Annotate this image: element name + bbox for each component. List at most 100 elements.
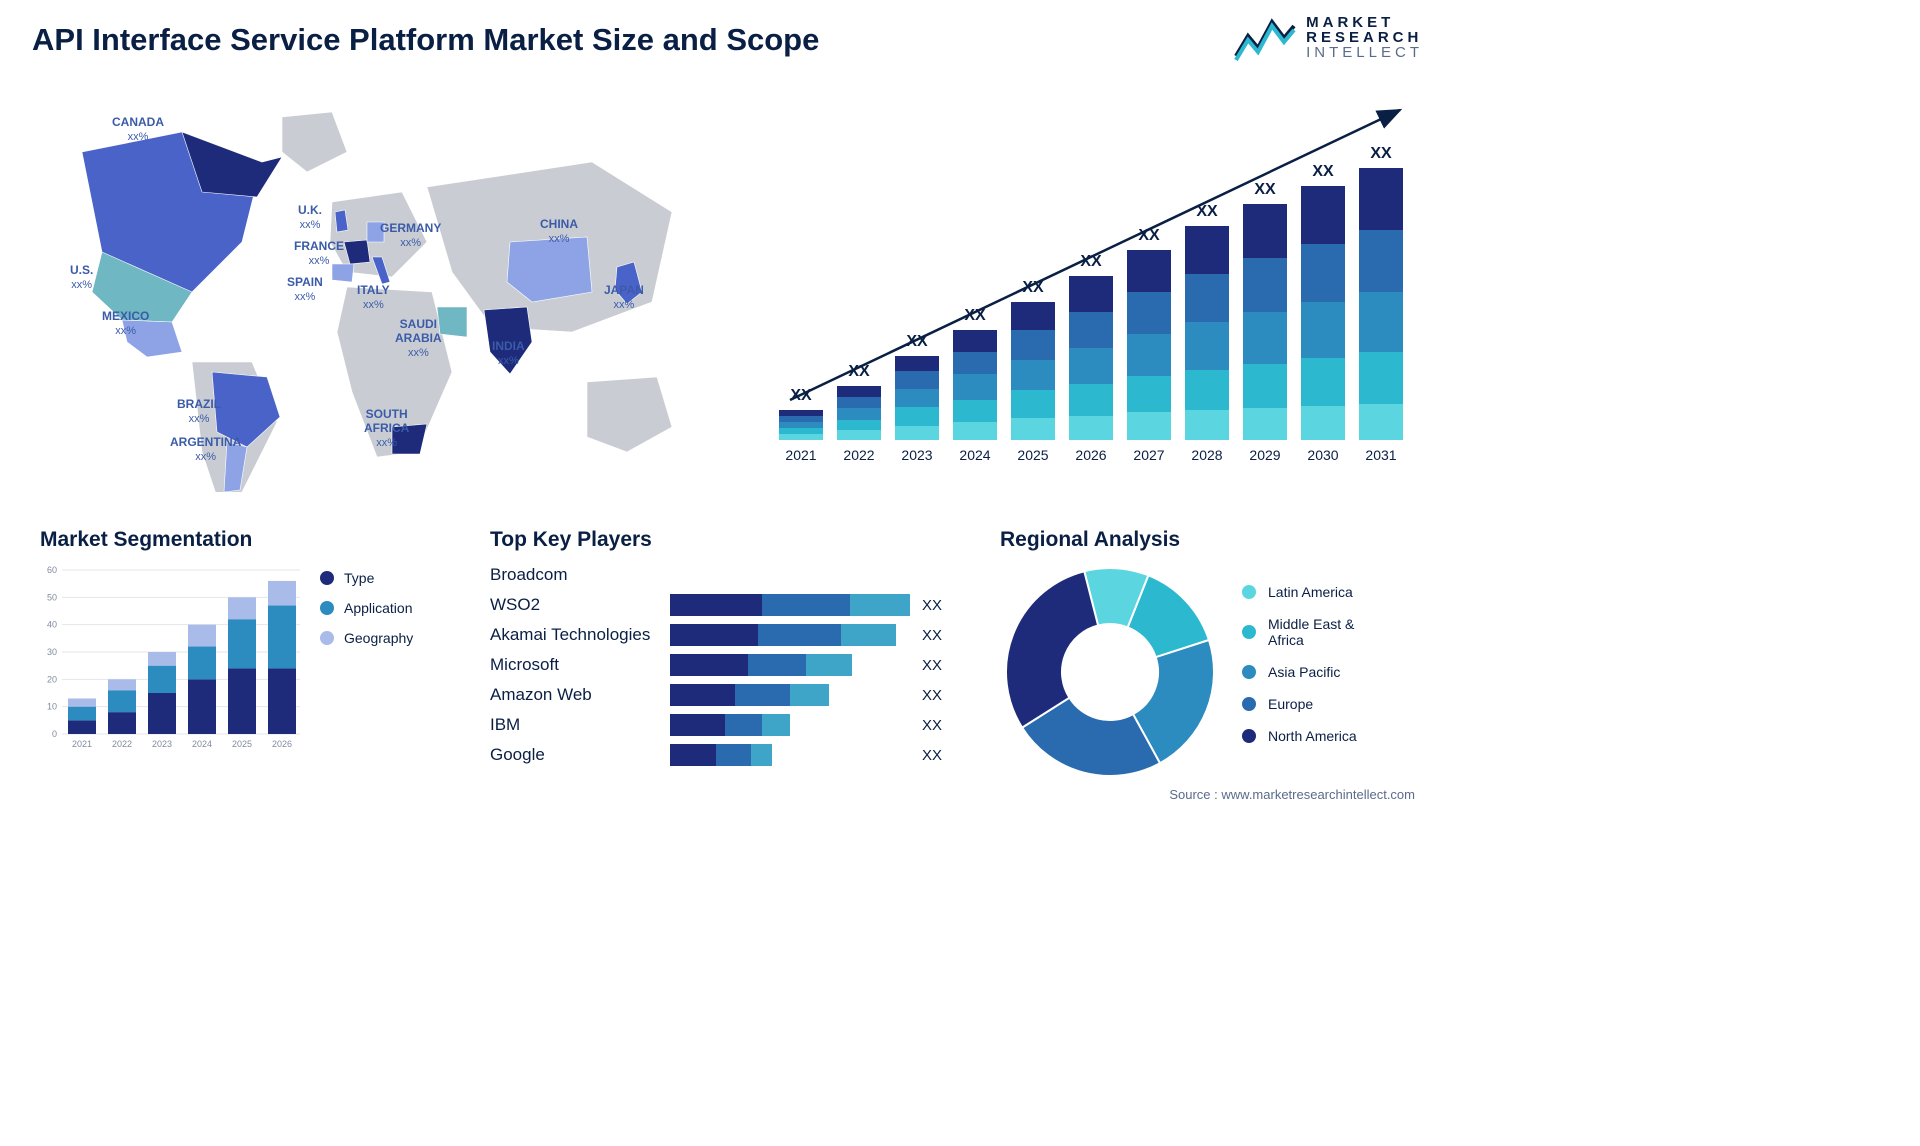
map-label-china: CHINAxx% bbox=[540, 218, 578, 246]
legend-dot-icon bbox=[320, 631, 334, 645]
logo-line2: RESEARCH bbox=[1306, 30, 1423, 45]
player-bar bbox=[670, 594, 910, 616]
player-row: Google XX bbox=[490, 740, 970, 770]
map-label-argentina: ARGENTINAxx% bbox=[170, 436, 241, 464]
map-label-japan: JAPANxx% bbox=[604, 284, 644, 312]
legend-dot-icon bbox=[1242, 665, 1256, 679]
page-title: API Interface Service Platform Market Si… bbox=[32, 22, 819, 58]
map-label-south-africa: SOUTHAFRICAxx% bbox=[364, 408, 409, 449]
svg-text:XX: XX bbox=[1254, 181, 1276, 198]
legend-label: Application bbox=[344, 600, 413, 616]
svg-text:40: 40 bbox=[47, 620, 57, 630]
source-text: Source : www.marketresearchintellect.com bbox=[1169, 787, 1415, 802]
regional-section: Regional Analysis Latin AmericaMiddle Ea… bbox=[1000, 528, 1420, 782]
player-row: WSO2 XX bbox=[490, 590, 970, 620]
legend-dot-icon bbox=[1242, 697, 1256, 711]
logo-line3: INTELLECT bbox=[1306, 45, 1423, 60]
legend-dot-icon bbox=[1242, 729, 1256, 743]
svg-text:60: 60 bbox=[47, 565, 57, 575]
player-name: WSO2 bbox=[490, 595, 670, 615]
map-label-italy: ITALYxx% bbox=[357, 284, 390, 312]
legend-item: Europe bbox=[1242, 696, 1357, 712]
svg-text:2029: 2029 bbox=[1249, 447, 1280, 463]
legend-label: Asia Pacific bbox=[1268, 664, 1340, 680]
map-label-france: FRANCExx% bbox=[294, 240, 344, 268]
player-name: Google bbox=[490, 745, 670, 765]
player-value: XX bbox=[922, 627, 942, 644]
player-name: Akamai Technologies bbox=[490, 625, 670, 645]
regional-legend: Latin AmericaMiddle East &AfricaAsia Pac… bbox=[1242, 584, 1357, 760]
legend-label: North America bbox=[1268, 728, 1357, 744]
player-name: Broadcom bbox=[490, 565, 670, 585]
svg-text:20: 20 bbox=[47, 674, 57, 684]
player-value: XX bbox=[922, 747, 942, 764]
svg-text:2024: 2024 bbox=[959, 447, 990, 463]
legend-item: Latin America bbox=[1242, 584, 1357, 600]
svg-text:2025: 2025 bbox=[232, 739, 252, 749]
svg-text:2026: 2026 bbox=[1075, 447, 1106, 463]
player-row: Microsoft XX bbox=[490, 650, 970, 680]
regional-title: Regional Analysis bbox=[1000, 528, 1420, 552]
segmentation-section: Market Segmentation 0 10 20 30 40 50 60 2021 202… bbox=[40, 528, 470, 767]
legend-dot-icon bbox=[320, 571, 334, 585]
svg-text:2023: 2023 bbox=[901, 447, 932, 463]
player-bar bbox=[670, 714, 910, 736]
svg-text:XX: XX bbox=[1312, 163, 1334, 180]
svg-text:0: 0 bbox=[52, 729, 57, 739]
svg-text:XX: XX bbox=[790, 387, 812, 404]
player-value: XX bbox=[922, 657, 942, 674]
legend-label: Europe bbox=[1268, 696, 1313, 712]
svg-text:XX: XX bbox=[1370, 145, 1392, 162]
player-row: IBMXX bbox=[490, 710, 970, 740]
svg-text:XX: XX bbox=[906, 333, 928, 350]
svg-text:XX: XX bbox=[964, 307, 986, 324]
svg-text:2028: 2028 bbox=[1191, 447, 1222, 463]
logo-line1: MARKET bbox=[1306, 15, 1423, 30]
svg-text:XX: XX bbox=[1022, 279, 1044, 296]
player-name: Microsoft bbox=[490, 655, 670, 675]
legend-item: Application bbox=[320, 600, 413, 616]
players-title: Top Key Players bbox=[490, 528, 970, 552]
legend-dot-icon bbox=[1242, 585, 1256, 599]
legend-item: North America bbox=[1242, 728, 1357, 744]
svg-text:2021: 2021 bbox=[72, 739, 92, 749]
svg-text:2026: 2026 bbox=[272, 739, 292, 749]
map-label-mexico: MEXICOxx% bbox=[102, 310, 149, 338]
legend-label: Type bbox=[344, 570, 374, 586]
player-row: Broadcom bbox=[490, 560, 970, 590]
player-bar bbox=[670, 744, 910, 766]
svg-text:2024: 2024 bbox=[192, 739, 212, 749]
legend-dot-icon bbox=[320, 601, 334, 615]
brand-logo: MARKET RESEARCH INTELLECT bbox=[1234, 12, 1423, 62]
map-label-u-s-: U.S.xx% bbox=[70, 264, 93, 292]
svg-text:2030: 2030 bbox=[1307, 447, 1338, 463]
segmentation-title: Market Segmentation bbox=[40, 528, 470, 552]
player-value: XX bbox=[922, 597, 942, 614]
player-value: XX bbox=[922, 687, 942, 704]
player-bar bbox=[670, 654, 910, 676]
player-row: Akamai Technologies XX bbox=[490, 620, 970, 650]
regional-donut bbox=[1000, 562, 1220, 782]
svg-text:50: 50 bbox=[47, 592, 57, 602]
player-bar bbox=[670, 684, 910, 706]
svg-text:2021: 2021 bbox=[785, 447, 816, 463]
svg-text:2022: 2022 bbox=[112, 739, 132, 749]
legend-item: Asia Pacific bbox=[1242, 664, 1357, 680]
svg-text:2031: 2031 bbox=[1365, 447, 1396, 463]
legend-label: Geography bbox=[344, 630, 413, 646]
svg-text:2027: 2027 bbox=[1133, 447, 1164, 463]
svg-text:XX: XX bbox=[1080, 253, 1102, 270]
player-bar bbox=[670, 624, 910, 646]
svg-text:10: 10 bbox=[47, 702, 57, 712]
svg-text:2022: 2022 bbox=[843, 447, 874, 463]
player-value: XX bbox=[922, 717, 942, 734]
svg-text:30: 30 bbox=[47, 647, 57, 657]
map-label-saudi-arabia: SAUDIARABIAxx% bbox=[395, 318, 442, 359]
map-label-germany: GERMANYxx% bbox=[380, 222, 441, 250]
map-label-canada: CANADAxx% bbox=[112, 116, 164, 144]
map-label-u-k-: U.K.xx% bbox=[298, 204, 322, 232]
players-section: Top Key Players BroadcomWSO2XXAkamai Tec… bbox=[490, 528, 970, 770]
svg-text:2025: 2025 bbox=[1017, 447, 1048, 463]
forecast-bar-chart: XX 2021 XX 2022 XX 2023 XX 2024 XX 2025 XX 2026 XX 20… bbox=[775, 100, 1415, 480]
svg-text:XX: XX bbox=[1196, 203, 1218, 220]
